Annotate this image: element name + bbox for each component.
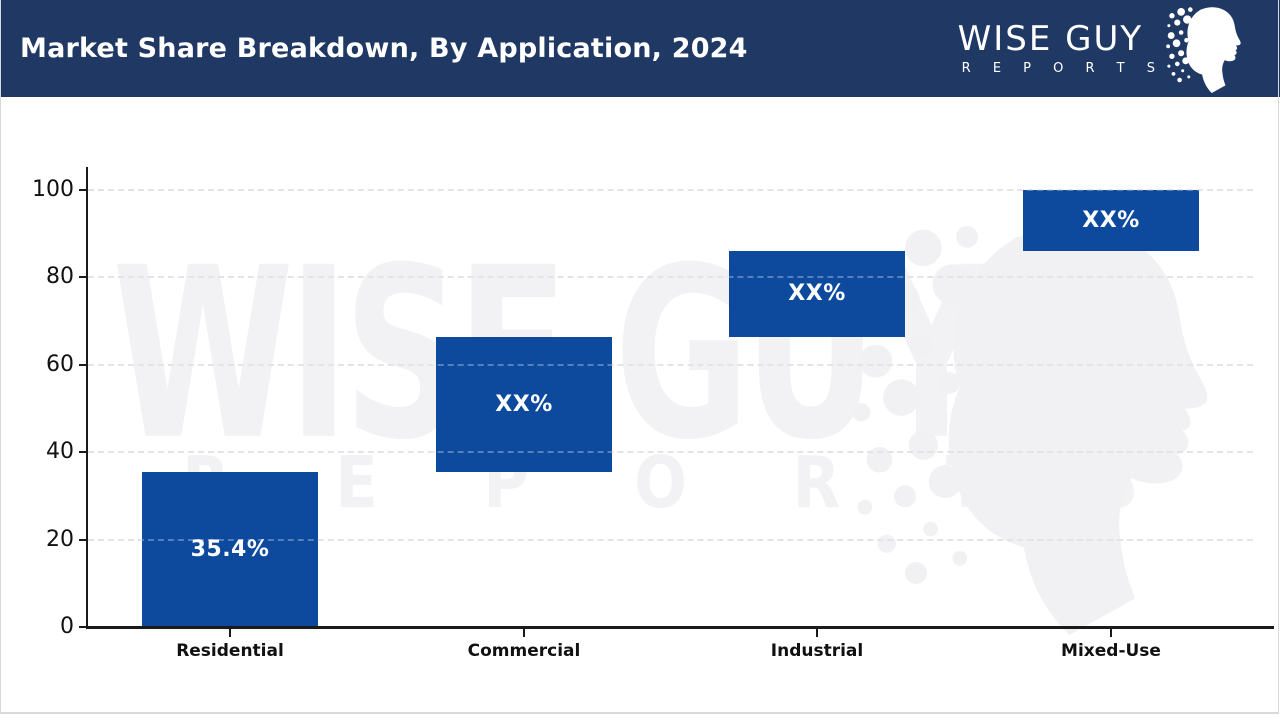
dotted-head-icon	[1166, 6, 1241, 93]
brand-logo-text: WISE GUY R E P O R T S	[958, 22, 1164, 75]
gridline-20	[88, 538, 1253, 541]
y-tick-60	[79, 363, 87, 366]
gridline-40	[88, 451, 1253, 454]
bar-commercial: XX%	[436, 336, 612, 473]
y-tick-label-0: 0	[60, 614, 74, 639]
gridline-100	[88, 189, 1253, 191]
bar-mixed-use: XX%	[1023, 190, 1199, 252]
gridline-overlay-100	[88, 189, 1253, 191]
x-tick-label-industrial: Industrial	[770, 641, 864, 661]
header-bar: Market Share Breakdown, By Application, …	[0, 0, 1280, 97]
brand-subname: R E P O R T S	[961, 61, 1164, 76]
y-tick-label-20: 20	[46, 526, 74, 552]
y-axis-spine	[86, 167, 88, 628]
brand-logo: WISE GUY R E P O R T S	[958, 5, 1252, 93]
x-tick-2	[816, 629, 818, 637]
page-title: Market Share Breakdown, By Application, …	[20, 33, 748, 64]
gridline-80	[88, 276, 1253, 279]
bar-value-label: XX%	[788, 281, 846, 307]
y-tick-100	[79, 189, 87, 191]
gridline-overlay-80	[88, 276, 1253, 279]
x-axis-line	[86, 626, 1274, 629]
x-tick-3	[1110, 629, 1112, 637]
y-tick-0	[79, 626, 87, 628]
y-tick-label-100: 100	[32, 177, 74, 202]
gridline-60	[88, 363, 1253, 366]
brand-name: WISE GUY	[957, 19, 1144, 59]
y-tick-80	[79, 276, 87, 279]
gridline-overlay-20	[88, 538, 1253, 541]
bar-value-label: XX%	[495, 392, 553, 418]
x-tick-label-mixed-use: Mixed-Use	[1061, 641, 1161, 661]
y-tick-40	[79, 451, 87, 454]
y-tick-label-40: 40	[46, 439, 74, 465]
bar-residential: 35.4%	[142, 472, 318, 627]
y-tick-label-80: 80	[46, 264, 74, 290]
gridline-overlay-40	[88, 451, 1253, 454]
x-tick-1	[523, 629, 525, 637]
y-tick-20	[79, 538, 87, 541]
gridline-overlay-60	[88, 363, 1253, 366]
bar-value-label: XX%	[1082, 208, 1140, 234]
bar-value-label: 35.4%	[190, 537, 270, 563]
y-tick-label-60: 60	[46, 351, 74, 377]
bar-industrial: XX%	[729, 251, 905, 337]
x-tick-0	[229, 629, 231, 637]
x-tick-label-commercial: Commercial	[467, 641, 581, 661]
x-tick-label-residential: Residential	[176, 641, 284, 661]
